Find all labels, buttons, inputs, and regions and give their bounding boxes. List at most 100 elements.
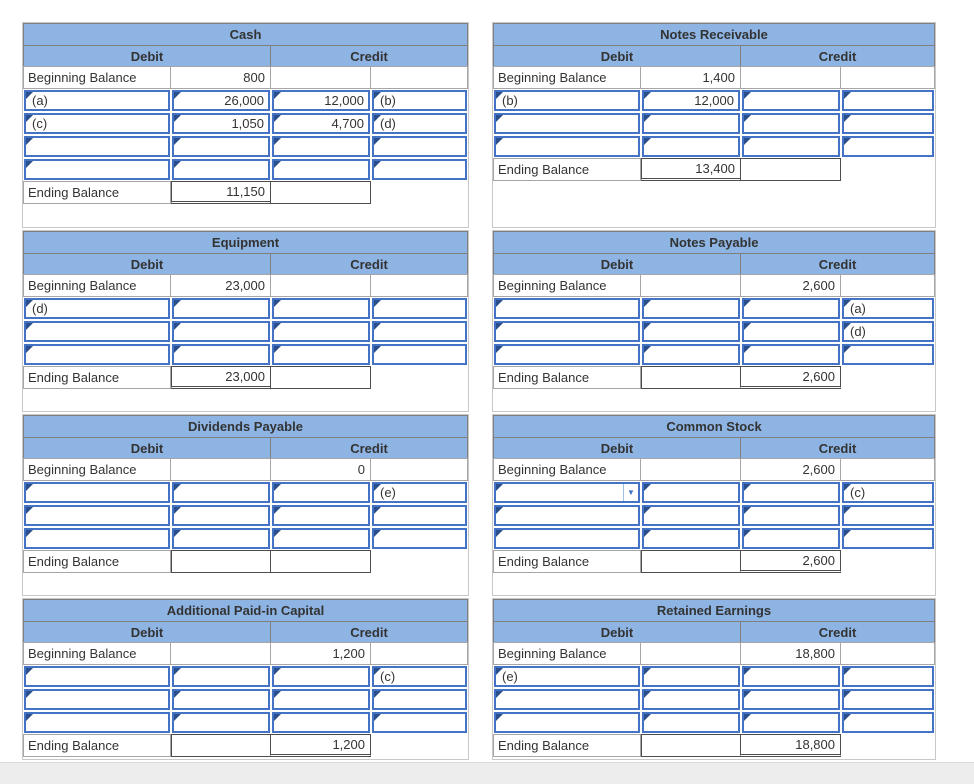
credit-input-cell[interactable] (742, 528, 840, 549)
credit-input-cell[interactable] (272, 321, 370, 342)
debit-input-cell[interactable] (642, 482, 740, 503)
entry-label-cell[interactable] (24, 482, 170, 503)
entry-label-cell[interactable]: ▼ (494, 482, 640, 503)
entry-label-cell[interactable]: (d) (24, 298, 170, 319)
credit-input-cell[interactable] (742, 90, 840, 111)
entry-rlabel-cell[interactable]: (d) (842, 321, 934, 342)
entry-rlabel-cell[interactable] (372, 712, 467, 733)
entry-rlabel-cell[interactable]: (d) (372, 113, 467, 134)
entry-rlabel-cell[interactable] (372, 159, 467, 180)
credit-input-cell[interactable] (742, 344, 840, 365)
credit-input-cell[interactable] (272, 528, 370, 549)
entry-rlabel-cell[interactable] (842, 528, 934, 549)
entry-label-cell[interactable] (494, 505, 640, 526)
credit-input-cell[interactable]: 12,000 (272, 90, 370, 111)
entry-rlabel-cell[interactable] (842, 505, 934, 526)
entry-label-cell[interactable] (494, 136, 640, 157)
debit-input-cell[interactable] (642, 113, 740, 134)
debit-input-cell[interactable] (642, 505, 740, 526)
entry-label-cell[interactable] (24, 505, 170, 526)
entry-label-cell[interactable] (494, 321, 640, 342)
entry-label-cell[interactable] (24, 666, 170, 687)
credit-input-cell[interactable] (742, 113, 840, 134)
debit-input-cell[interactable] (172, 136, 270, 157)
credit-input-cell[interactable] (272, 298, 370, 319)
dropdown-arrow-icon[interactable]: ▼ (623, 484, 638, 501)
entry-rlabel-cell[interactable] (372, 321, 467, 342)
entry-rlabel-cell[interactable]: (a) (842, 298, 934, 319)
entry-rlabel-cell[interactable]: (c) (842, 482, 934, 503)
entry-label-cell[interactable] (24, 689, 170, 710)
debit-input-cell[interactable] (172, 159, 270, 180)
entry-label-cell[interactable] (24, 136, 170, 157)
entry-rlabel-cell[interactable] (842, 689, 934, 710)
debit-input-cell[interactable] (642, 689, 740, 710)
credit-input-cell[interactable] (742, 505, 840, 526)
debit-input-cell[interactable] (642, 344, 740, 365)
debit-input-cell[interactable] (642, 712, 740, 733)
entry-rlabel-cell[interactable] (372, 136, 467, 157)
entry-label-cell[interactable] (24, 344, 170, 365)
debit-input-cell[interactable] (172, 689, 270, 710)
entry-rlabel-cell[interactable] (842, 712, 934, 733)
entry-rlabel-cell[interactable] (842, 113, 934, 134)
entry-label-cell[interactable] (24, 528, 170, 549)
entry-label-cell[interactable] (494, 528, 640, 549)
debit-input-cell[interactable] (642, 528, 740, 549)
entry-rlabel-cell[interactable]: (b) (372, 90, 467, 111)
debit-input-cell[interactable] (172, 298, 270, 319)
credit-input-cell[interactable] (272, 712, 370, 733)
credit-input-cell[interactable] (742, 712, 840, 733)
debit-input-cell[interactable] (642, 666, 740, 687)
credit-input-cell[interactable] (272, 666, 370, 687)
entry-rlabel-cell[interactable] (372, 689, 467, 710)
debit-input-cell[interactable] (172, 505, 270, 526)
debit-input-cell[interactable] (642, 136, 740, 157)
credit-input-cell[interactable] (742, 321, 840, 342)
credit-input-cell[interactable] (272, 136, 370, 157)
entry-label-cell[interactable] (494, 298, 640, 319)
entry-label-cell[interactable] (494, 712, 640, 733)
entry-label-cell[interactable]: (c) (24, 113, 170, 134)
entry-label-cell[interactable]: (a) (24, 90, 170, 111)
debit-input-cell[interactable] (172, 666, 270, 687)
entry-rlabel-cell[interactable] (372, 528, 467, 549)
entry-rlabel-cell[interactable] (372, 298, 467, 319)
debit-input-cell[interactable]: 26,000 (172, 90, 270, 111)
credit-input-cell[interactable] (272, 344, 370, 365)
entry-label-cell[interactable] (24, 712, 170, 733)
credit-input-cell[interactable] (742, 482, 840, 503)
entry-rlabel-cell[interactable] (842, 90, 934, 111)
credit-input-cell[interactable] (742, 298, 840, 319)
entry-label-cell[interactable]: (e) (494, 666, 640, 687)
debit-input-cell[interactable]: 12,000 (642, 90, 740, 111)
entry-label-cell[interactable] (494, 113, 640, 134)
credit-input-cell[interactable] (272, 689, 370, 710)
credit-input-cell[interactable] (272, 159, 370, 180)
debit-input-cell[interactable]: 1,050 (172, 113, 270, 134)
entry-rlabel-cell[interactable] (842, 666, 934, 687)
entry-rlabel-cell[interactable] (372, 505, 467, 526)
debit-input-cell[interactable] (172, 528, 270, 549)
debit-input-cell[interactable] (172, 712, 270, 733)
entry-rlabel-cell[interactable]: (e) (372, 482, 467, 503)
debit-input-cell[interactable] (172, 344, 270, 365)
credit-input-cell[interactable] (742, 689, 840, 710)
debit-input-cell[interactable] (642, 321, 740, 342)
entry-rlabel-cell[interactable] (842, 136, 934, 157)
credit-input-cell[interactable] (272, 482, 370, 503)
entry-rlabel-cell[interactable]: (c) (372, 666, 467, 687)
credit-input-cell[interactable] (742, 666, 840, 687)
credit-input-cell[interactable] (272, 505, 370, 526)
entry-rlabel-cell[interactable] (372, 344, 467, 365)
entry-label-cell[interactable] (24, 159, 170, 180)
entry-rlabel-cell[interactable] (842, 344, 934, 365)
debit-input-cell[interactable] (172, 321, 270, 342)
entry-label-cell[interactable] (494, 689, 640, 710)
entry-label-cell[interactable] (24, 321, 170, 342)
credit-input-cell[interactable]: 4,700 (272, 113, 370, 134)
entry-label-cell[interactable] (494, 344, 640, 365)
debit-input-cell[interactable] (172, 482, 270, 503)
debit-input-cell[interactable] (642, 298, 740, 319)
entry-label-cell[interactable]: (b) (494, 90, 640, 111)
